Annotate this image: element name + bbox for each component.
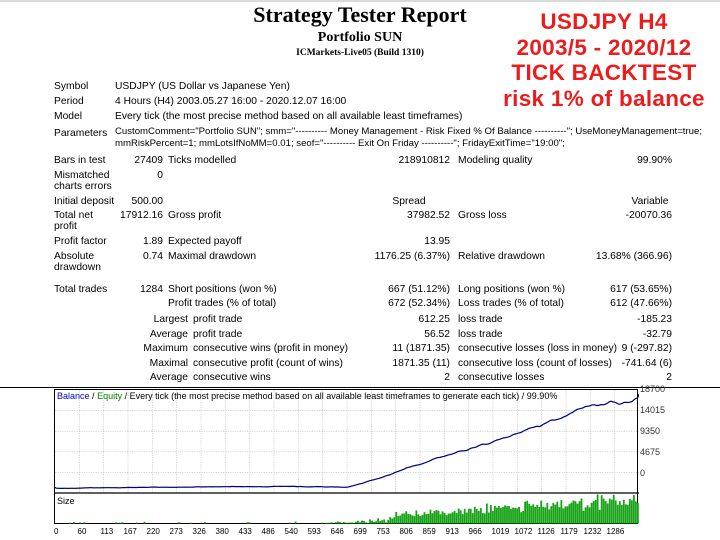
svg-text:913: 913	[446, 527, 460, 536]
svg-text:806: 806	[400, 527, 414, 536]
svg-text:60: 60	[78, 527, 87, 536]
svg-text:1072: 1072	[515, 527, 533, 536]
svg-text:167: 167	[124, 527, 138, 536]
svg-text:1232: 1232	[584, 527, 602, 536]
svg-text:380: 380	[216, 527, 230, 536]
svg-text:326: 326	[193, 527, 207, 536]
svg-text:699: 699	[354, 527, 368, 536]
svg-text:646: 646	[331, 527, 345, 536]
svg-text:220: 220	[147, 527, 161, 536]
svg-text:593: 593	[308, 527, 322, 536]
svg-text:1286: 1286	[607, 527, 625, 536]
svg-text:113: 113	[101, 527, 114, 536]
svg-text:273: 273	[170, 527, 184, 536]
svg-text:540: 540	[285, 527, 299, 536]
svg-text:1179: 1179	[561, 527, 579, 536]
svg-text:1126: 1126	[538, 527, 556, 536]
svg-text:0: 0	[54, 527, 59, 536]
svg-text:486: 486	[262, 527, 276, 536]
svg-text:433: 433	[239, 527, 253, 536]
svg-text:1019: 1019	[492, 527, 510, 536]
svg-text:859: 859	[423, 527, 437, 536]
svg-text:753: 753	[377, 527, 391, 536]
svg-text:966: 966	[469, 527, 483, 536]
